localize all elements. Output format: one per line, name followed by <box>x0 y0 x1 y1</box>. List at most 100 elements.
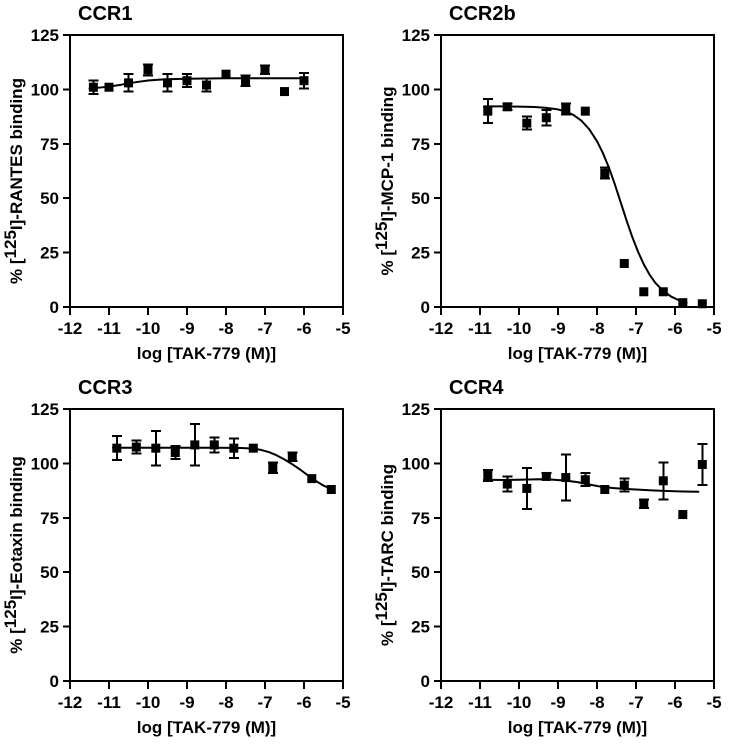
y-tick-label: 75 <box>40 135 59 154</box>
plot-frame <box>440 408 715 681</box>
data-point-marker <box>143 65 153 75</box>
data-point-marker <box>307 474 317 484</box>
data-point-marker <box>88 82 98 92</box>
y-tick-label: 25 <box>411 244 430 263</box>
x-tick-label: -7 <box>257 319 272 338</box>
fit-curve <box>88 77 305 90</box>
y-tick-label: 50 <box>411 563 430 582</box>
data-point-marker <box>260 65 270 75</box>
y-tick-label: 100 <box>402 454 430 473</box>
svg-text:% [125I]-TARC binding: % [125I]-TARC binding <box>372 464 397 646</box>
y-axis-title-superscript: 125 <box>372 222 391 250</box>
y-tick-label: 75 <box>411 135 430 154</box>
y-axis-title: % [125I]-Eotaxin binding <box>1 456 26 653</box>
plot-frame <box>69 34 344 307</box>
y-axis-title-suffix: I]-MCP-1 binding <box>378 87 397 222</box>
data-point-marker <box>151 443 161 453</box>
x-tick-label: -11 <box>97 693 121 712</box>
data-series <box>88 63 309 97</box>
x-tick-label: -10 <box>136 693 161 712</box>
x-tick-label: -8 <box>218 693 233 712</box>
data-point-marker <box>522 483 532 493</box>
x-tick-label: -11 <box>468 693 492 712</box>
data-point-marker <box>619 258 629 268</box>
y-axis-title-prefix: % [ <box>378 620 397 646</box>
plot-frame <box>69 408 344 681</box>
data-point-marker <box>112 443 122 453</box>
data-point-marker <box>209 440 219 450</box>
y-axis-title-prefix: % [ <box>7 628 26 654</box>
panel-title: CCR1 <box>78 3 132 25</box>
data-point-marker <box>522 118 532 128</box>
data-point-marker <box>229 443 239 453</box>
fit-curve <box>482 478 700 493</box>
data-point-marker <box>182 76 192 86</box>
y-tick-label: 0 <box>421 672 430 691</box>
y-tick-label: 100 <box>31 80 59 99</box>
data-point-marker <box>502 479 512 489</box>
y-tick-label: 0 <box>50 672 59 691</box>
y-axis-title-suffix: I]-TARC binding <box>378 464 397 592</box>
x-tick-label: -7 <box>257 693 272 712</box>
panel-ccr2b: CCR2b 0 25 50 75 100 125 -12 -11 -10 -9 -8 -7 -6 -5 log… <box>371 0 742 374</box>
data-point-marker <box>600 485 610 495</box>
data-point-marker <box>678 298 688 308</box>
data-point-marker <box>326 485 336 495</box>
data-point-marker <box>131 442 141 452</box>
data-point-marker <box>639 287 649 297</box>
x-tick-label: -5 <box>706 693 721 712</box>
x-axis-title: log [TAK-779 (M)] <box>137 344 276 363</box>
data-point-marker <box>580 106 590 116</box>
data-point-marker <box>104 82 114 92</box>
data-series <box>482 98 707 309</box>
data-point-marker <box>600 168 610 178</box>
panel-title: CCR3 <box>78 377 132 399</box>
svg-text:% [125I]-Eotaxin binding: % [125I]-Eotaxin binding <box>1 456 26 653</box>
data-point-marker <box>658 287 668 297</box>
y-tick-label: 125 <box>31 400 59 419</box>
data-point-marker <box>697 459 707 469</box>
x-tick-label: -10 <box>136 319 161 338</box>
data-point-marker <box>241 76 250 86</box>
svg-text:% [125I]-MCP-1 binding: % [125I]-MCP-1 binding <box>372 87 397 276</box>
y-tick-label: 100 <box>31 454 59 473</box>
x-tick-label: -12 <box>58 319 83 338</box>
x-tick-label: -5 <box>335 693 350 712</box>
y-axis-title-prefix: % [ <box>7 258 26 284</box>
x-axis-title: log [TAK-779 (M)] <box>137 718 276 737</box>
data-point-marker <box>190 440 200 450</box>
x-tick-label: -9 <box>550 693 565 712</box>
y-tick-label: 0 <box>421 298 430 317</box>
data-point-marker <box>248 443 258 453</box>
x-tick-label: -10 <box>507 319 532 338</box>
x-tick-label: -6 <box>296 693 311 712</box>
data-point-marker <box>299 76 309 86</box>
y-axis-title: % [125I]-TARC binding <box>372 464 397 646</box>
data-point-marker <box>658 476 668 486</box>
x-tick-label: -9 <box>179 319 194 338</box>
x-tick-label: -9 <box>179 693 194 712</box>
data-point-marker <box>483 106 493 116</box>
x-tick-label: -7 <box>628 319 643 338</box>
y-axis-title: % [125I]-MCP-1 binding <box>372 87 397 276</box>
y-tick-label: 25 <box>411 618 430 637</box>
x-tick-label: -12 <box>429 319 454 338</box>
y-axis-title-superscript: 125 <box>1 230 20 258</box>
data-series <box>482 442 708 520</box>
x-tick-label: -6 <box>296 319 311 338</box>
panel-title: CCR4 <box>449 377 504 399</box>
plot-frame <box>440 34 715 307</box>
data-series <box>111 423 336 495</box>
x-tick-label: -12 <box>58 693 83 712</box>
data-point-marker <box>163 78 172 88</box>
y-axis-title-prefix: % [ <box>378 250 397 276</box>
x-axis-title: log [TAK-779 (M)] <box>508 718 647 737</box>
data-point-marker <box>619 480 629 490</box>
y-tick-label: 125 <box>402 26 430 45</box>
svg-text:% [125I]-RANTES binding: % [125I]-RANTES binding <box>1 78 26 284</box>
data-point-marker <box>221 69 231 79</box>
y-tick-label: 50 <box>40 189 59 208</box>
data-point-marker <box>483 470 493 480</box>
x-tick-label: -5 <box>706 319 721 338</box>
